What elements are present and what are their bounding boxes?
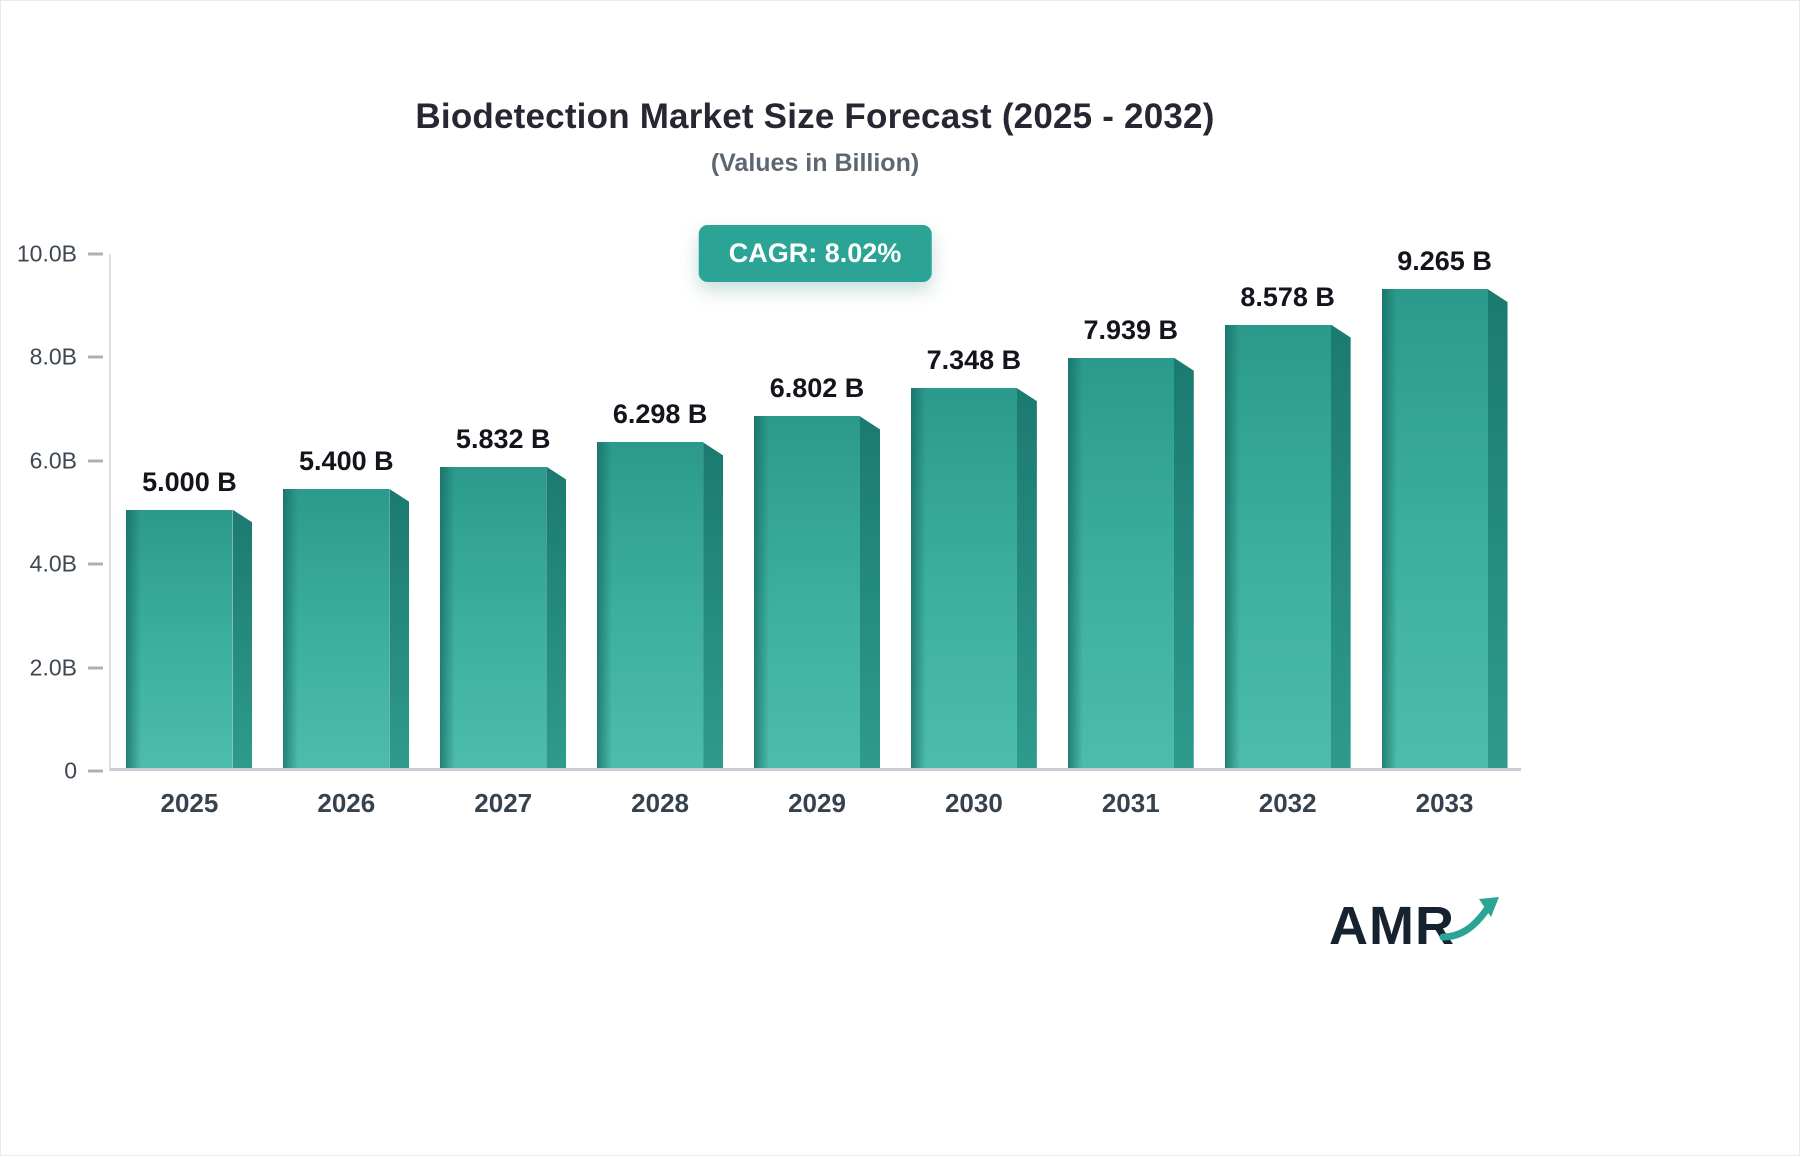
amr-logo-text: AMR [1329, 896, 1455, 956]
y-tick-mark [88, 666, 103, 670]
y-tick-mark [88, 769, 103, 773]
bar-front [910, 388, 1017, 768]
y-tick-label: 0 [64, 757, 77, 784]
y-tick-mark [88, 459, 103, 463]
x-axis-label: 2030 [944, 788, 1003, 818]
chart-title: Biodetection Market Size Forecast (2025 … [415, 97, 1215, 136]
bar-group: 5.832 B [440, 254, 567, 768]
y-tick-label: 6.0B [29, 447, 77, 474]
bar-side [703, 442, 724, 768]
y-tick-label: 2.0B [29, 654, 77, 681]
bar-group: 9.265 B [1381, 246, 1508, 768]
bar-value-label: 7.348 B [926, 345, 1022, 376]
x-axis-label: 2029 [788, 788, 846, 818]
y-tick-label: 4.0B [29, 550, 77, 577]
bar-side [232, 509, 253, 768]
y-tick-label: 8.0B [29, 343, 77, 370]
cagr-badge: CAGR: 8.02% [698, 225, 932, 282]
bar-value-label: 8.578 B [1240, 281, 1335, 312]
bar-group: 5.000 B [126, 254, 253, 768]
bar-front [126, 509, 233, 768]
x-axis-label: 2025 [160, 788, 219, 818]
bar-group: 8.578 B [1224, 254, 1351, 768]
bar-value-label: 5.400 B [299, 445, 394, 476]
x-axis-label: 2032 [1258, 788, 1317, 818]
x-axis-label: 2028 [631, 788, 690, 818]
bar-group: 5.400 B [283, 254, 410, 768]
bar-side [860, 416, 880, 768]
chart-area: 0 2.0B 4.0B 6.0B 8.0B 10.0B 5.000 B 2025 5.400 B… [17, 241, 1521, 818]
bar-front [1224, 324, 1331, 768]
bar-value-label: 7.939 B [1083, 314, 1179, 345]
bar-value-label: 5.000 B [142, 466, 237, 497]
bar-side [1173, 357, 1194, 768]
bar-side [1330, 324, 1351, 768]
x-axis-label: 2033 [1415, 788, 1474, 818]
bar-side [389, 488, 410, 768]
bar-group: 6.298 B [597, 254, 724, 768]
y-tick-label: 10.0B [16, 240, 77, 267]
y-tick-mark [88, 252, 103, 256]
bar-value-label: 9.265 B [1397, 246, 1492, 276]
bar-front [754, 416, 860, 768]
y-tick-mark [88, 562, 103, 566]
bar-side [1487, 289, 1508, 768]
bar-group: 7.348 B [910, 254, 1037, 768]
bar-group: 7.939 B [1067, 254, 1194, 768]
x-axis-label: 2026 [317, 788, 376, 818]
amr-logo: AMR [1329, 896, 1505, 956]
bar-front [597, 442, 704, 768]
bar-side [546, 466, 567, 768]
chart-subtitle: (Values in Billion) [710, 149, 920, 177]
bar-value-label: 5.832 B [455, 423, 551, 454]
x-axis-label: 2027 [474, 788, 533, 818]
bar-front [283, 488, 390, 768]
bar-front [440, 466, 547, 768]
growth-arrow-icon [1439, 893, 1505, 950]
bar-value-label: 6.298 B [612, 399, 708, 430]
bar-side [1016, 388, 1037, 768]
bar-group: 6.802 B [754, 254, 880, 768]
bar-front [1381, 289, 1488, 768]
x-axis-label: 2031 [1101, 788, 1160, 818]
bar-front [1067, 357, 1174, 768]
bar-value-label: 6.802 B [769, 373, 865, 404]
y-tick-mark [88, 355, 103, 359]
